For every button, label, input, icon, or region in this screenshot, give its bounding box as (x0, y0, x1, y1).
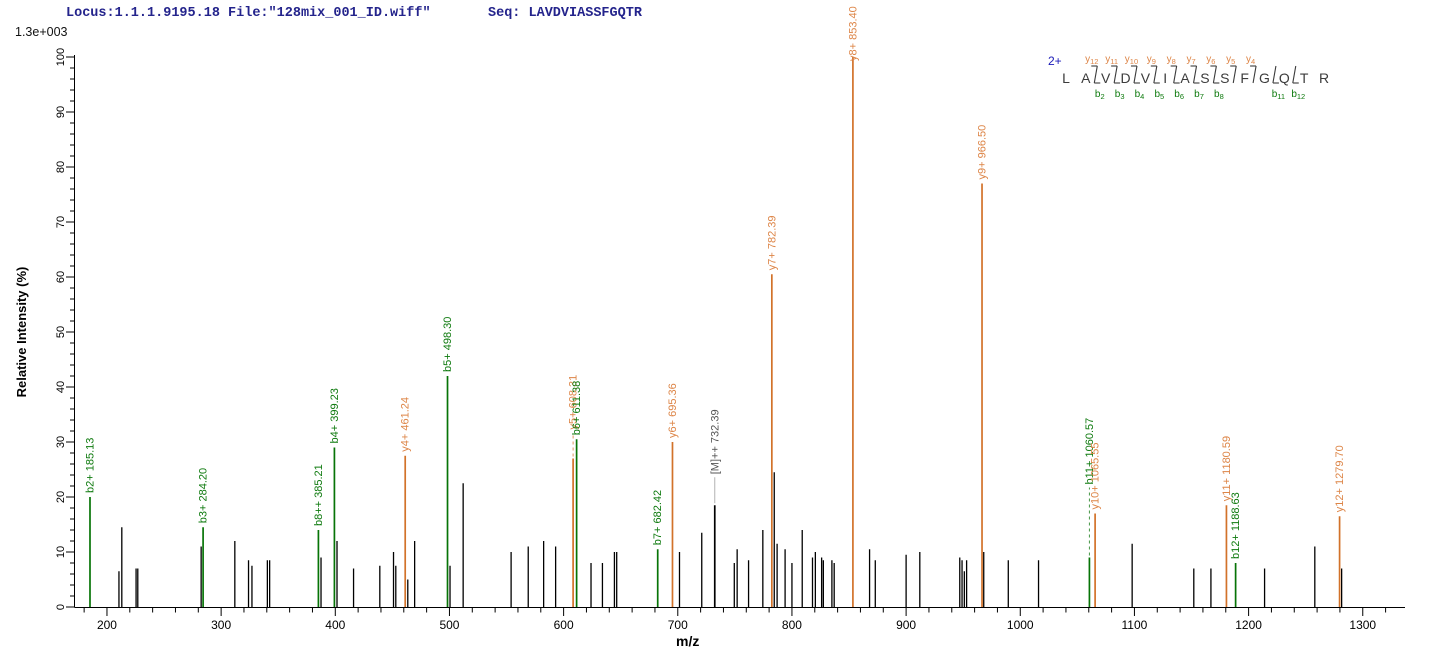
residue-letter: I (1163, 70, 1167, 86)
x-axis-title: m/z (676, 633, 700, 649)
fragment-ion-label: b8 (1214, 89, 1224, 101)
peak-label: b2+ 185.13 (84, 438, 96, 493)
residue-letter: Q (1279, 70, 1290, 86)
fragment-ion-label: b2 (1095, 89, 1105, 101)
cleavage-mark (1173, 65, 1178, 84)
y-tick-label: 50 (55, 326, 67, 338)
y-tick-label: 40 (55, 381, 67, 393)
peak-label: b5+ 498.30 (442, 317, 454, 372)
x-tick-label: 200 (97, 618, 117, 632)
peak-label: y12+ 1279.70 (1334, 445, 1346, 512)
residue-letter: V (1141, 70, 1151, 86)
peak-label: b3+ 284.20 (198, 468, 210, 523)
peak-label: b7+ 682.42 (652, 490, 664, 545)
fragment-ion-label: y10 (1125, 54, 1138, 66)
max-intensity-label: 1.3e+003 (15, 25, 68, 39)
residue-letter: A (1180, 70, 1190, 86)
peak-label: y11+ 1180.59 (1221, 436, 1233, 501)
residue-letter: V (1101, 70, 1111, 86)
x-tick-label: 600 (554, 618, 574, 632)
cleavage-mark (1212, 65, 1217, 84)
peak-label: b4+ 399.23 (329, 388, 341, 443)
y-tick-label: 90 (55, 106, 67, 118)
peak-label: y4+ 461.24 (400, 397, 412, 452)
residue-letter: G (1259, 70, 1270, 86)
peak-label: b6+ 611.38 (571, 381, 583, 436)
peak-label: y8+ 853.40 (847, 6, 859, 61)
cleavage-mark (1113, 65, 1118, 84)
x-tick-label: 700 (668, 618, 688, 632)
locus-file-label: Locus:1.1.1.9195.18 File:"128mix_001_ID.… (66, 6, 431, 21)
fragment-ion-label: b11 (1272, 89, 1285, 101)
fragment-ion-label: b7 (1194, 89, 1204, 101)
y-tick-label: 60 (55, 271, 67, 283)
y-tick-label: 70 (55, 216, 67, 228)
fragment-ion-label: y6 (1206, 54, 1215, 66)
residue-letter: A (1081, 70, 1091, 86)
x-tick-label: 1100 (1122, 618, 1148, 632)
fragment-ion-label: y12 (1085, 54, 1098, 66)
sequence-header-label: Seq: LAVDVIASSFGQTR (488, 6, 642, 21)
cleavage-mark (1252, 65, 1257, 84)
cleavage-mark (1153, 65, 1158, 84)
axes (74, 55, 1405, 608)
cleavage-mark (1292, 65, 1297, 84)
fragment-ion-label: y9 (1147, 54, 1156, 66)
y-tick-label: 80 (55, 161, 67, 173)
cleavage-mark (1192, 65, 1198, 84)
peak-label: b8++ 385.21 (313, 464, 325, 526)
peak-label: b12+ 1188.63 (1230, 492, 1242, 559)
cleavage-mark (1093, 65, 1098, 84)
x-tick-label: 1200 (1235, 618, 1262, 632)
sequence-annotation: 2+L A V D V I A S S F G Q T Ry12b2y11b3y10b4y9b5y8b6y… (1048, 54, 1329, 101)
cleavage-mark (1133, 65, 1138, 84)
residue-letter: S (1200, 70, 1209, 86)
x-tick-label: 400 (325, 618, 345, 632)
peak-label: y7+ 782.39 (766, 216, 778, 271)
x-tick-label: 1300 (1349, 618, 1376, 632)
y-tick-label: 30 (55, 436, 67, 448)
cleavage-mark (1232, 65, 1237, 84)
peak-label: y10+ 1065.55 (1090, 443, 1102, 510)
x-tick-label: 300 (211, 618, 231, 632)
peaks (89, 57, 1343, 607)
peak-labels: b2+ 185.13 b3+ 284.20 b8++ 385.21 b4+ 399.2… (84, 6, 1346, 559)
residue-letter: F (1240, 70, 1249, 86)
peak-label: b11+ 1060.57 (1084, 418, 1096, 485)
fragment-ion-label: y5 (1226, 54, 1235, 66)
x-tick-label: 1000 (1007, 618, 1034, 632)
fragment-ion-label: y4 (1246, 54, 1255, 66)
residue-letter: T (1300, 70, 1309, 86)
residue-letter: R (1319, 70, 1329, 86)
precursor-charge-label: 2+ (1048, 54, 1062, 68)
fragment-ion-label: b12 (1291, 89, 1305, 101)
fragment-ion-label: y7 (1186, 54, 1195, 66)
fragment-ion-label: b5 (1154, 89, 1164, 101)
y-tick-label: 0 (55, 604, 67, 610)
x-tick-label: 500 (439, 618, 459, 632)
fragment-ion-label: b6 (1174, 89, 1184, 101)
residue-letter: L (1062, 70, 1070, 86)
y-tick-label: 10 (55, 546, 67, 558)
peak-label: y6+ 695.36 (667, 383, 679, 438)
peak-label: y9+ 966.50 (977, 125, 989, 180)
fragment-ion-label: y11 (1105, 54, 1118, 66)
x-axis-ticks: 200 300 400 500 600 700 800 900 1000 1100 1200 1300 (83, 608, 1387, 632)
fragment-ion-label: y8 (1167, 54, 1176, 66)
residue-letter: S (1220, 70, 1229, 86)
fragment-ion-label: b4 (1135, 89, 1145, 101)
y-tick-label: 100 (55, 48, 67, 66)
y-tick-label: 20 (55, 491, 67, 503)
x-tick-label: 800 (782, 618, 802, 632)
fragment-ion-label: b3 (1115, 89, 1125, 101)
residue-letter: D (1120, 70, 1130, 86)
cleavage-mark (1272, 65, 1277, 84)
x-tick-label: 900 (896, 618, 916, 632)
y-axis-ticks: 0 10 20 30 40 50 60 70 80 90 100 (55, 48, 74, 610)
peak-label: y5+ 608.31 (568, 375, 580, 430)
peak-label: [M]++ 732.39 (709, 409, 721, 474)
